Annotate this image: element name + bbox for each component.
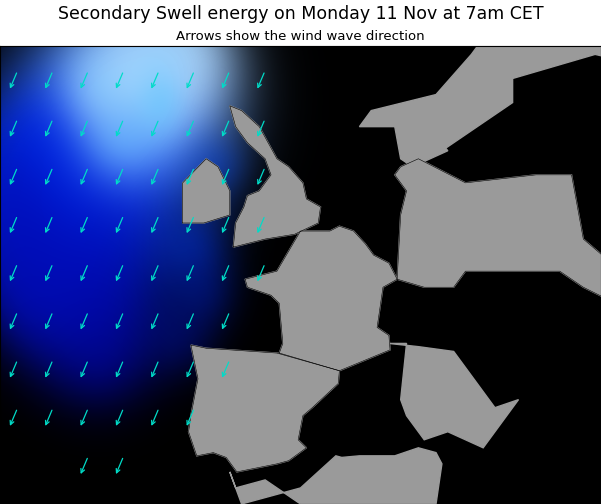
Polygon shape — [230, 106, 320, 247]
Polygon shape — [395, 122, 448, 167]
Polygon shape — [245, 226, 397, 371]
Text: Secondary Swell energy on Monday 11 Nov at 7am CET: Secondary Swell energy on Monday 11 Nov … — [58, 5, 543, 23]
Polygon shape — [389, 343, 519, 448]
Polygon shape — [230, 448, 442, 504]
Text: Arrows show the wind wave direction: Arrows show the wind wave direction — [176, 30, 425, 43]
Polygon shape — [189, 345, 340, 472]
Polygon shape — [359, 0, 601, 151]
Polygon shape — [183, 159, 230, 223]
Polygon shape — [395, 159, 601, 320]
